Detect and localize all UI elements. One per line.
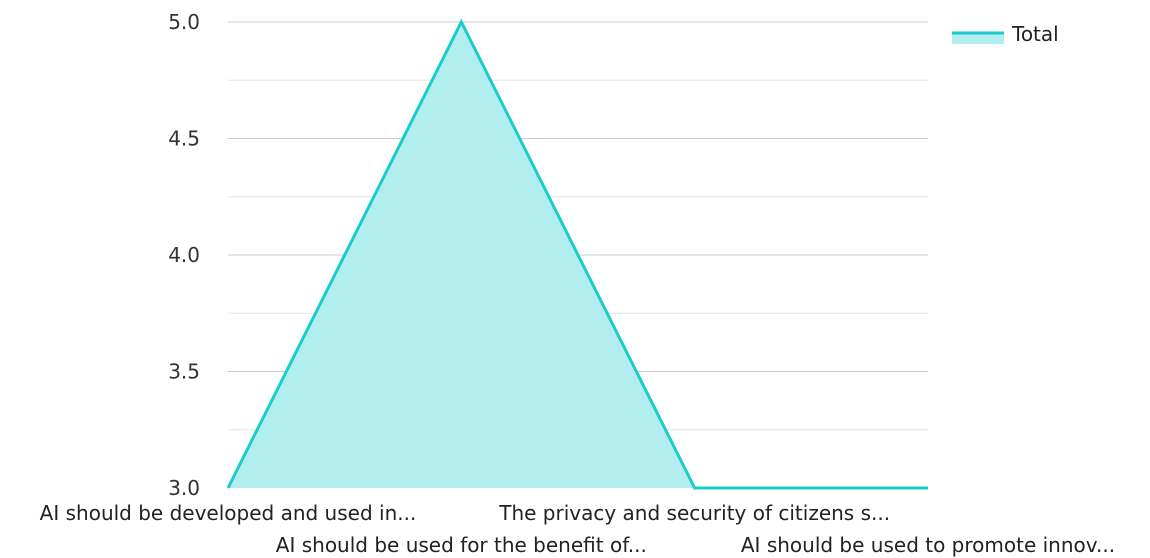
y-tick-label: 3.5 <box>168 360 200 384</box>
y-tick-label: 4.0 <box>168 243 200 267</box>
legend[interactable]: Total <box>952 22 1059 46</box>
legend-swatch-total <box>952 33 1004 44</box>
y-tick-label: 3.0 <box>168 476 200 500</box>
x-category-label: AI should be developed and used in... <box>40 501 417 525</box>
series-total-line <box>226 18 928 490</box>
y-tick-label: 4.5 <box>168 127 200 151</box>
y-tick-label: 5.0 <box>168 10 200 34</box>
x-category-label: AI should be used to promote innov... <box>741 533 1115 557</box>
x-category-label: The privacy and security of citizens s..… <box>498 501 890 525</box>
x-axis-labels: AI should be developed and used in... AI … <box>40 501 1115 557</box>
x-category-label: AI should be used for the benefit of... <box>276 533 647 557</box>
y-axis-ticks: 3.0 3.5 4.0 4.5 5.0 <box>168 10 200 500</box>
legend-label-total: Total <box>1011 22 1059 46</box>
